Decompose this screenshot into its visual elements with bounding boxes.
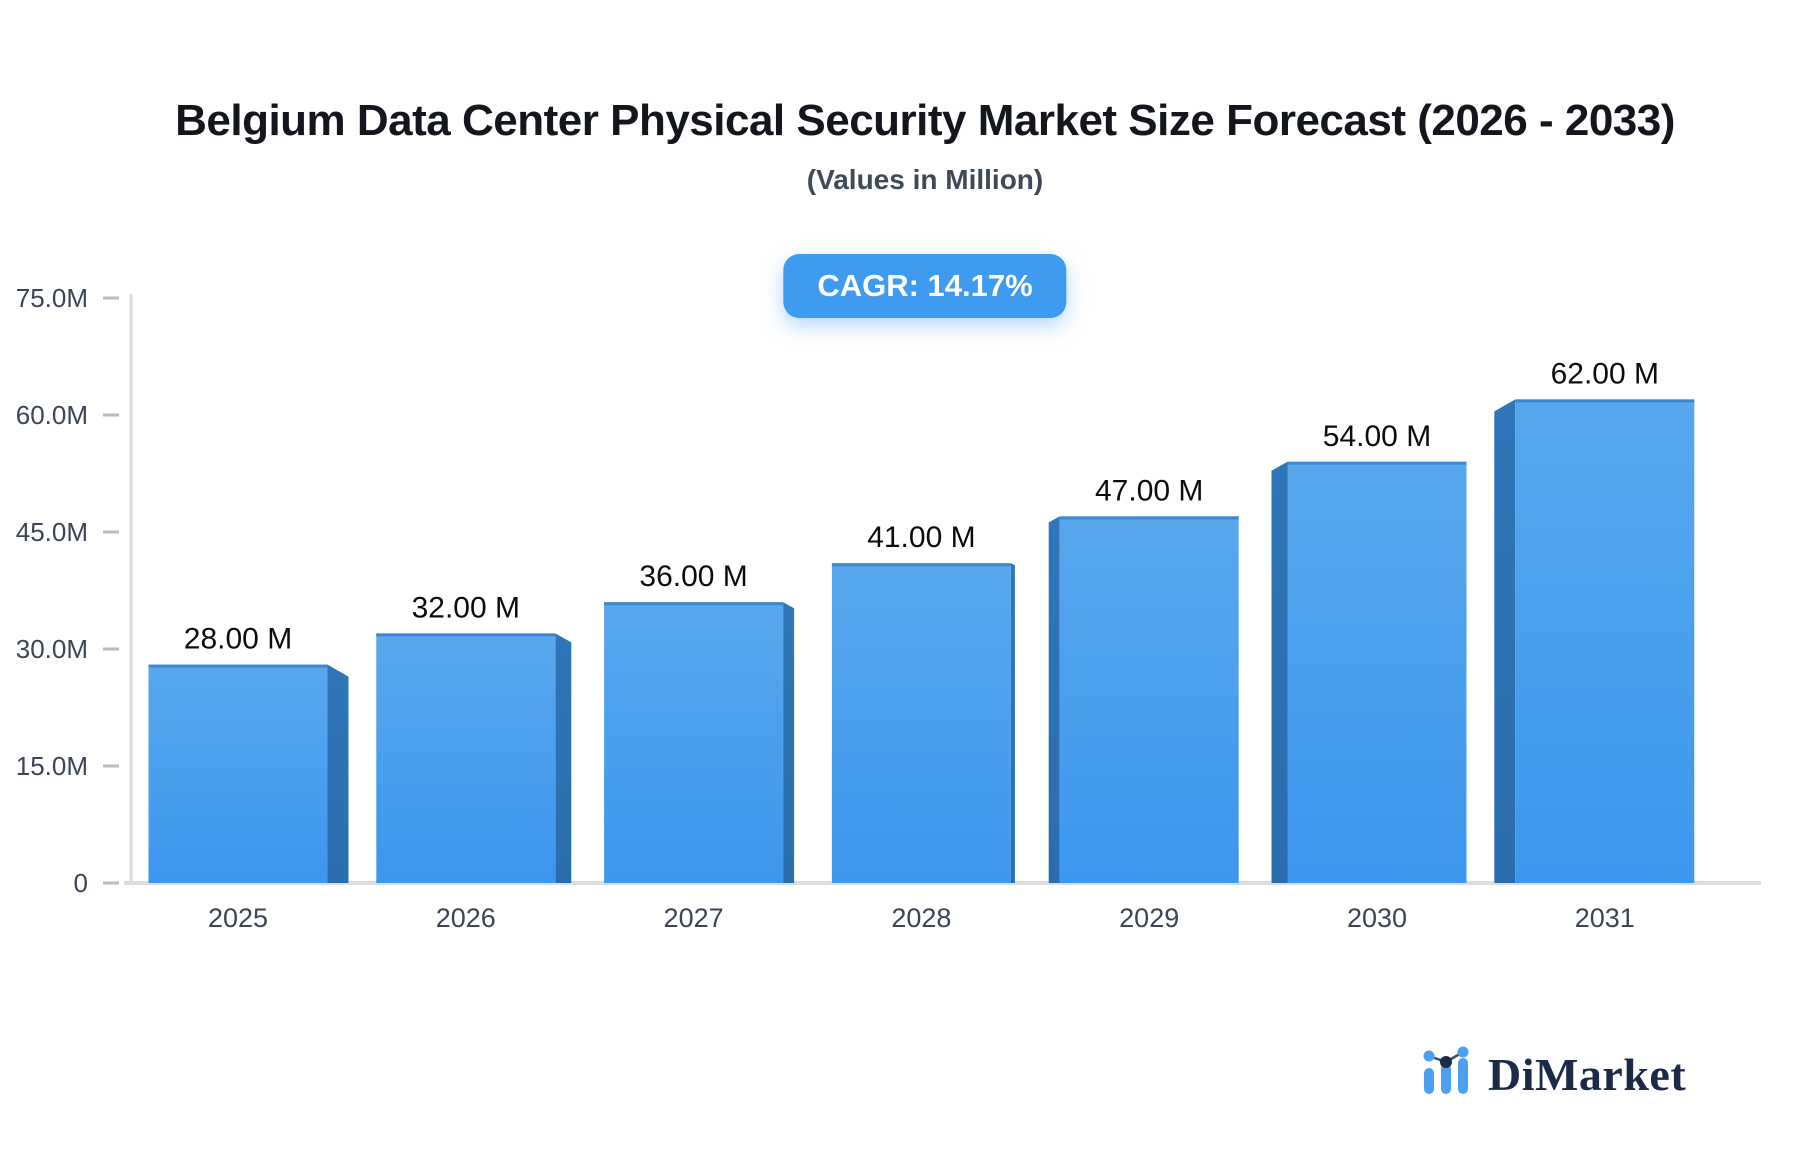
x-tick-label: 2028 <box>891 903 951 933</box>
brand-logo: DiMarket <box>1422 1042 1686 1108</box>
bar-side-bevel-2026 <box>555 633 572 883</box>
chart-subtitle: (Values in Million) <box>806 164 1044 195</box>
chart-header: Belgium Data Center Physical Security Ma… <box>175 96 1675 196</box>
x-tick-label: 2027 <box>664 903 724 933</box>
bar-2026[interactable] <box>376 633 556 883</box>
y-tick-label: 45.0M <box>16 517 88 547</box>
bar-side-bevel-2030 <box>1271 461 1288 883</box>
bar-value-label: 62.00 M <box>1551 357 1659 390</box>
y-tick-label: 60.0M <box>16 400 88 430</box>
bar-2031[interactable] <box>1515 399 1695 883</box>
bar-side-bevel-2029 <box>1048 516 1060 883</box>
y-tick-label: 0 <box>74 868 88 898</box>
bar-value-label: 54.00 M <box>1323 420 1431 453</box>
y-tick-label: 30.0M <box>16 634 88 664</box>
bar-value-label: 41.00 M <box>867 521 975 554</box>
bar-2027[interactable] <box>604 602 784 883</box>
bar-side-bevel-2031 <box>1494 399 1516 883</box>
bar-2028[interactable] <box>831 563 1011 883</box>
bar-2029[interactable] <box>1059 516 1239 883</box>
bar-side-bevel-2027 <box>783 602 795 883</box>
cagr-badge: CAGR: 14.17% <box>783 254 1067 318</box>
y-tick-label: 75.0M <box>16 283 88 313</box>
x-tick-label: 2026 <box>436 903 496 933</box>
bar-side-bevel-2028 <box>1010 563 1015 883</box>
x-tick-label: 2031 <box>1575 903 1635 933</box>
bar-value-label: 36.00 M <box>639 560 747 593</box>
bar-value-label: 32.00 M <box>412 591 520 624</box>
y-tick-label: 15.0M <box>16 751 88 781</box>
x-tick-label: 2025 <box>208 903 268 933</box>
bar-2025[interactable] <box>148 664 328 883</box>
brand-logo-text: DiMarket <box>1488 1049 1687 1100</box>
x-tick-label: 2030 <box>1347 903 1407 933</box>
bar-value-label: 28.00 M <box>184 623 292 656</box>
bar-value-label: 47.00 M <box>1095 474 1203 507</box>
x-tick-label: 2029 <box>1119 903 1179 933</box>
bar-side-bevel-2025 <box>327 664 349 883</box>
chart-title: Belgium Data Center Physical Security Ma… <box>175 96 1675 145</box>
bar-chart-sparkline-icon <box>1423 1046 1469 1094</box>
bar-2030[interactable] <box>1287 461 1467 883</box>
